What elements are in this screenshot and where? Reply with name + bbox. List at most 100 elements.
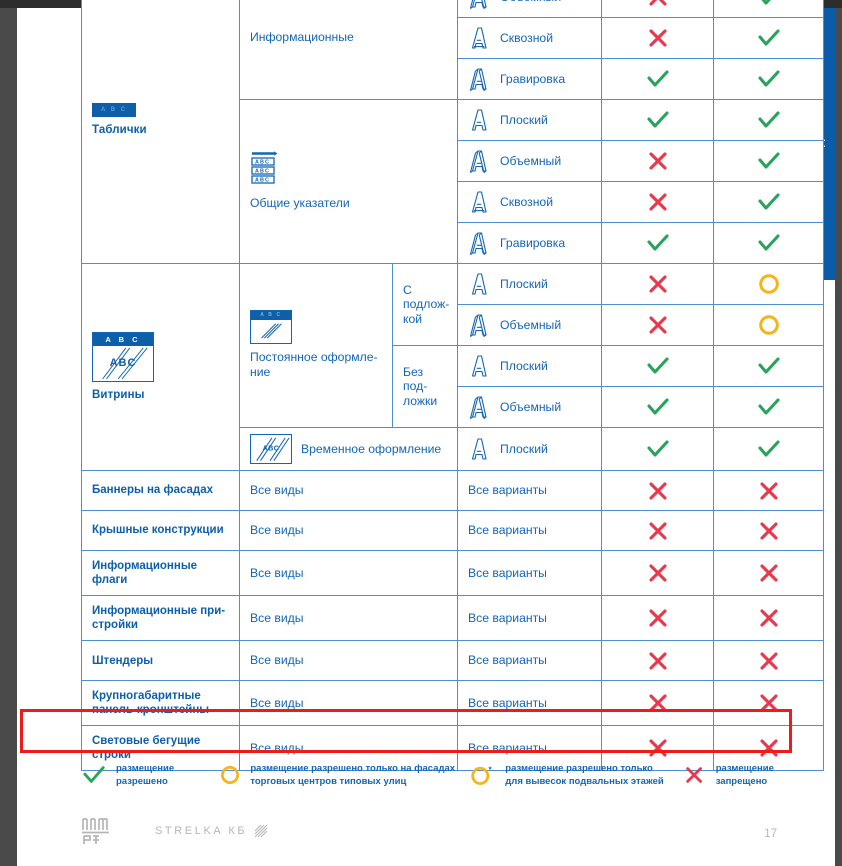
- permission-cell-col1: [601, 725, 714, 772]
- table-row: Объемный: [82, 140, 824, 182]
- cross-icon: [648, 564, 667, 582]
- letter-a-3d-icon: [469, 232, 487, 256]
- execution-label: Сквозной: [500, 31, 554, 45]
- permission-cell-col1: [601, 345, 714, 387]
- check-icon: [757, 70, 780, 87]
- permission-cell-col1: [601, 140, 714, 182]
- table-row: Баннеры на фасадах Все виды Все варианты: [81, 470, 824, 511]
- strelka-glyph-icon: [255, 824, 268, 837]
- permission-cell-col1: [601, 595, 714, 642]
- execution-cell: Плоский: [457, 99, 602, 141]
- legend-item-forbidden: размещение запрещено: [683, 763, 821, 791]
- letter-a-3d-icon: [469, 150, 487, 174]
- table-row: Информационные при-стройки Все виды Все …: [81, 595, 824, 642]
- cross-icon: [759, 564, 778, 582]
- shopwindow-small-icon: A B C: [250, 310, 292, 345]
- permission-cell-col2: [713, 595, 824, 642]
- cross-icon: [648, 29, 667, 47]
- cross-icon: [759, 481, 778, 500]
- permission-cell-col1: [601, 680, 714, 727]
- permission-cell-col2: [713, 99, 824, 141]
- execution-cell: Плоский: [457, 263, 602, 305]
- permission-cell-col2: [713, 263, 824, 305]
- table-row: A B C Таблички Информационные: [81, 0, 824, 264]
- execution-cell: Плоский: [457, 345, 602, 387]
- cross-icon: [648, 694, 667, 712]
- row-execution-label: Все варианты: [468, 565, 547, 580]
- permission-cell-col1: [601, 510, 714, 551]
- permission-cell-col2: [713, 549, 824, 597]
- legend-label: размещение разрешено только на фасадах т…: [250, 763, 456, 787]
- category-label: Витрины: [92, 388, 145, 401]
- check-icon: [81, 763, 107, 791]
- check-icon: [757, 357, 780, 374]
- row-label: Штендеры: [92, 654, 154, 667]
- cross-icon: [648, 609, 667, 627]
- check-icon: [760, 0, 771, 5]
- row-name-cell: Информационные флаги: [81, 549, 240, 597]
- execution-cell: Объемный: [457, 386, 602, 428]
- cross-icon: [648, 652, 667, 670]
- row-execution-cell: Все варианты: [457, 549, 602, 597]
- execution-cell: Плоский: [457, 427, 602, 471]
- glare-hatch: [261, 323, 282, 339]
- type-label: Временное оформление: [301, 441, 442, 456]
- permission-cell-col2: [713, 0, 824, 18]
- permission-cell-col2: [713, 345, 824, 387]
- row-execution-label: Все варианты: [468, 483, 547, 498]
- row-label: Информационные при-стройки: [92, 605, 226, 632]
- check-icon: [646, 357, 669, 374]
- permission-cell-col2: [713, 304, 824, 346]
- shopwindow-abc-icon: A B C: [92, 331, 154, 382]
- svg-text:ABC: ABC: [255, 178, 270, 184]
- cross-icon: [759, 739, 778, 757]
- permission-cell-col2: [713, 640, 824, 682]
- row-execution-label: Все варианты: [468, 523, 547, 538]
- permission-cell-col1: [601, 386, 714, 428]
- check-icon: [757, 111, 780, 128]
- permission-cell-col2: [713, 680, 824, 727]
- table-row: Крупногабаритные панель-кронштейны Все в…: [81, 680, 824, 727]
- row-execution-label: Все варианты: [468, 610, 547, 625]
- category-label: Таблички: [92, 123, 147, 136]
- execution-cell: Сквозной: [457, 181, 602, 223]
- row-execution-cell: Все варианты: [457, 640, 602, 682]
- category-cell-vitriny: A B C: [81, 263, 240, 471]
- letter-a-3d-icon: [471, 191, 487, 213]
- permission-cell-col2: [713, 58, 824, 100]
- row-type-label: Все виды: [250, 740, 304, 755]
- category-cell-tablichki: A B C Таблички: [81, 0, 240, 264]
- row-name-cell: Крупногабаритные панель-кронштейны: [81, 680, 240, 727]
- permission-cell-col1: [601, 181, 714, 223]
- row-execution-label: Все варианты: [468, 740, 547, 755]
- cross-icon: [648, 739, 667, 757]
- letter-a-3d-icon: [469, 396, 487, 420]
- permission-cell-col2: [713, 181, 824, 223]
- svg-text:*: *: [489, 765, 493, 774]
- execution-label: Гравировка: [500, 236, 566, 250]
- execution-label: Объемный: [500, 154, 562, 168]
- row-type-cell: Все виды: [239, 549, 458, 597]
- execution-label: Плоский: [500, 359, 548, 373]
- execution-label: Плоский: [500, 113, 548, 127]
- table-row: ABC Временное оформление: [82, 427, 824, 471]
- letter-a-3d-icon: [471, 27, 487, 49]
- letter-a-3d-icon: [471, 355, 487, 377]
- check-icon: [757, 29, 780, 46]
- legend-item-allowed: размещение разрешено: [81, 763, 219, 791]
- circle-star-icon: *: [470, 763, 496, 791]
- check-icon: [757, 193, 780, 210]
- permission-cell-col2: [713, 140, 824, 182]
- row-type-cell: Все виды: [239, 680, 458, 727]
- execution-cell: Гравировка: [457, 58, 602, 100]
- letter-a-3d-icon: [471, 438, 487, 460]
- check-icon: [646, 234, 669, 251]
- check-icon: [757, 234, 780, 251]
- plate-abc-icon: A B C: [92, 102, 136, 117]
- row-name-cell: Баннеры на фасадах: [81, 470, 240, 511]
- type-label: Постоянное оформле-ние: [250, 350, 378, 379]
- cross-icon: [648, 316, 667, 334]
- execution-cell: Объемный: [457, 140, 602, 182]
- permission-cell-col1: [601, 0, 714, 18]
